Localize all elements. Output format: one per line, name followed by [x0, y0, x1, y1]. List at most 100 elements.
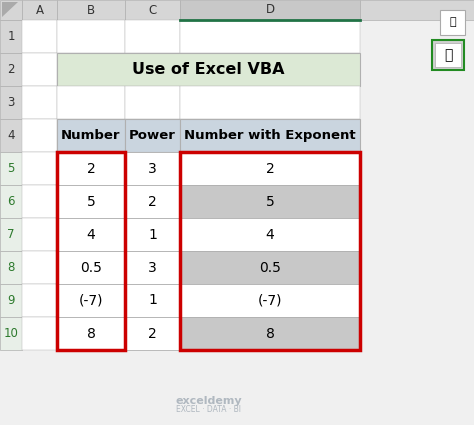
Bar: [125, 152, 180, 185]
Text: Power: Power: [129, 129, 176, 142]
Bar: [22, 317, 57, 350]
Text: 1: 1: [7, 30, 15, 43]
Text: 5: 5: [87, 195, 95, 209]
Text: 4: 4: [265, 227, 274, 241]
Text: (-7): (-7): [79, 294, 103, 308]
Text: 2: 2: [148, 195, 157, 209]
Bar: [57, 0, 125, 20]
Bar: [57, 119, 125, 152]
Text: 2: 2: [265, 162, 274, 176]
Bar: [435, 43, 461, 67]
Bar: [0, 20, 22, 53]
Bar: [125, 317, 180, 350]
Bar: [57, 53, 360, 86]
Bar: [180, 152, 360, 185]
Bar: [125, 0, 180, 20]
Bar: [0, 152, 22, 185]
Bar: [180, 119, 360, 152]
Bar: [0, 86, 22, 119]
Polygon shape: [2, 2, 18, 17]
Text: 2: 2: [87, 162, 95, 176]
Bar: [0, 251, 22, 284]
Bar: [0, 53, 22, 86]
Bar: [22, 152, 57, 185]
Bar: [180, 152, 360, 350]
Bar: [125, 218, 180, 251]
Text: Number: Number: [61, 129, 121, 142]
Bar: [22, 20, 57, 53]
Bar: [57, 284, 125, 317]
Text: 8: 8: [265, 326, 274, 340]
Text: B: B: [87, 3, 95, 17]
Text: 5: 5: [7, 162, 15, 175]
Bar: [57, 185, 125, 218]
Text: 10: 10: [4, 327, 18, 340]
Bar: [440, 10, 465, 35]
Bar: [125, 284, 180, 317]
Text: 8: 8: [7, 261, 15, 274]
Bar: [0, 0, 22, 20]
Bar: [432, 40, 464, 70]
Bar: [22, 185, 57, 218]
Text: Number with Exponent: Number with Exponent: [184, 129, 356, 142]
Bar: [180, 185, 360, 218]
Bar: [180, 284, 360, 317]
Bar: [125, 185, 180, 218]
Bar: [0, 284, 22, 317]
Text: 2: 2: [148, 326, 157, 340]
Bar: [0, 317, 22, 350]
Text: 0.5: 0.5: [259, 261, 281, 275]
Bar: [57, 152, 125, 185]
Bar: [0, 119, 22, 152]
Text: 8: 8: [87, 326, 95, 340]
Text: 2: 2: [7, 63, 15, 76]
Bar: [180, 251, 360, 284]
Text: D: D: [265, 3, 274, 15]
Text: EXCEL · DATA · BI: EXCEL · DATA · BI: [176, 405, 241, 414]
Text: 9: 9: [7, 294, 15, 307]
Bar: [22, 251, 57, 284]
Text: 📋: 📋: [444, 48, 452, 62]
Text: (-7): (-7): [258, 294, 282, 308]
Text: 3: 3: [148, 162, 157, 176]
Bar: [57, 152, 125, 350]
Bar: [180, 86, 360, 119]
Bar: [57, 251, 125, 284]
Bar: [57, 86, 125, 119]
Bar: [0, 218, 22, 251]
Text: 7: 7: [7, 228, 15, 241]
Bar: [22, 0, 57, 20]
Text: 📋: 📋: [449, 17, 456, 28]
Bar: [125, 251, 180, 284]
Bar: [125, 20, 180, 53]
Text: 1: 1: [148, 227, 157, 241]
Bar: [125, 119, 180, 152]
Bar: [22, 53, 57, 86]
Text: exceldemy: exceldemy: [175, 396, 242, 406]
Bar: [180, 20, 360, 53]
Bar: [125, 86, 180, 119]
Text: 1: 1: [148, 294, 157, 308]
Text: 4: 4: [87, 227, 95, 241]
Text: 6: 6: [7, 195, 15, 208]
Bar: [180, 218, 360, 251]
Bar: [22, 86, 57, 119]
Text: Use of Excel VBA: Use of Excel VBA: [132, 62, 285, 77]
Text: 0.5: 0.5: [80, 261, 102, 275]
Bar: [180, 0, 360, 20]
Bar: [22, 119, 57, 152]
Text: 3: 3: [148, 261, 157, 275]
Bar: [57, 218, 125, 251]
Bar: [0, 185, 22, 218]
Bar: [360, 0, 474, 20]
Bar: [22, 218, 57, 251]
Text: 5: 5: [265, 195, 274, 209]
Text: A: A: [36, 3, 44, 17]
Bar: [57, 20, 125, 53]
Text: 3: 3: [7, 96, 15, 109]
Bar: [57, 317, 125, 350]
Bar: [22, 284, 57, 317]
Text: C: C: [148, 3, 156, 17]
Text: 4: 4: [7, 129, 15, 142]
Bar: [180, 317, 360, 350]
